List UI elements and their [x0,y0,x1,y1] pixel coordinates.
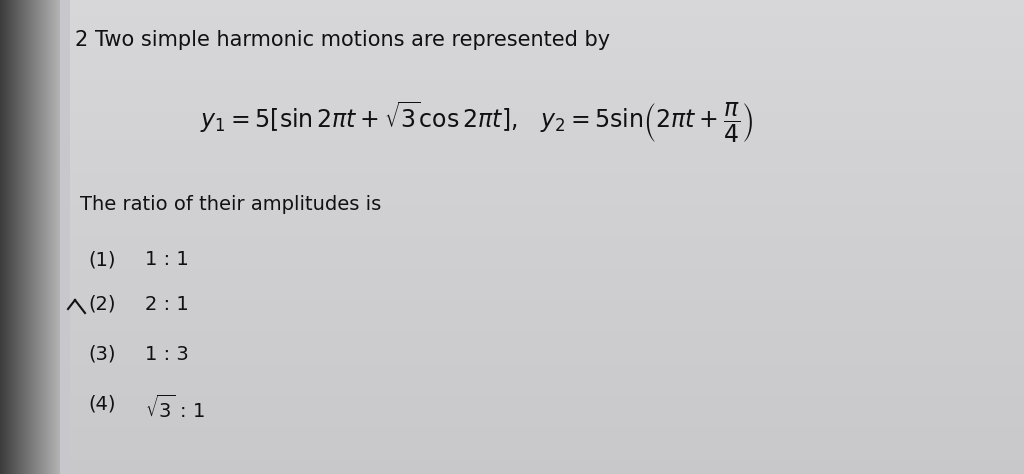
Text: 2 : 1: 2 : 1 [145,295,188,314]
Bar [70,458,1024,474]
Bar [70,47,1024,63]
Bar [70,79,1024,95]
Bar [70,284,1024,300]
Text: $y_1 = 5[\sin 2\pi t + \sqrt{3}\cos 2\pi t]$,   $y_2 = 5\sin\!\left(2\pi t + \df: $y_1 = 5[\sin 2\pi t + \sqrt{3}\cos 2\pi… [200,100,753,146]
Bar [70,269,1024,284]
Bar [70,221,1024,237]
Bar [70,190,1024,205]
Text: (2): (2) [88,295,116,314]
Bar [70,364,1024,379]
Text: 1 : 1: 1 : 1 [145,250,188,269]
Text: (1): (1) [88,250,116,269]
Bar [70,0,1024,16]
Bar [70,95,1024,110]
Bar [70,379,1024,395]
Text: Two simple harmonic motions are represented by: Two simple harmonic motions are represen… [95,30,610,50]
Bar [70,427,1024,442]
Bar [70,158,1024,174]
Text: 1 : 3: 1 : 3 [145,345,188,364]
Bar [70,142,1024,158]
Text: $\sqrt{3}$ : 1: $\sqrt{3}$ : 1 [145,395,206,422]
Bar [70,253,1024,269]
Bar [70,205,1024,221]
Text: (4): (4) [88,395,116,414]
Bar [70,32,1024,47]
Bar [70,411,1024,427]
Bar [70,442,1024,458]
Bar [70,395,1024,411]
Text: 2: 2 [75,30,88,50]
Text: (3): (3) [88,345,116,364]
Text: The ratio of their amplitudes is: The ratio of their amplitudes is [80,195,381,214]
Bar [70,127,1024,142]
Bar [70,63,1024,79]
Bar [70,332,1024,347]
Bar [70,316,1024,332]
Bar [70,110,1024,127]
Bar [70,16,1024,32]
Bar [70,174,1024,190]
Bar [70,347,1024,364]
Bar [70,300,1024,316]
Bar [70,237,1024,253]
